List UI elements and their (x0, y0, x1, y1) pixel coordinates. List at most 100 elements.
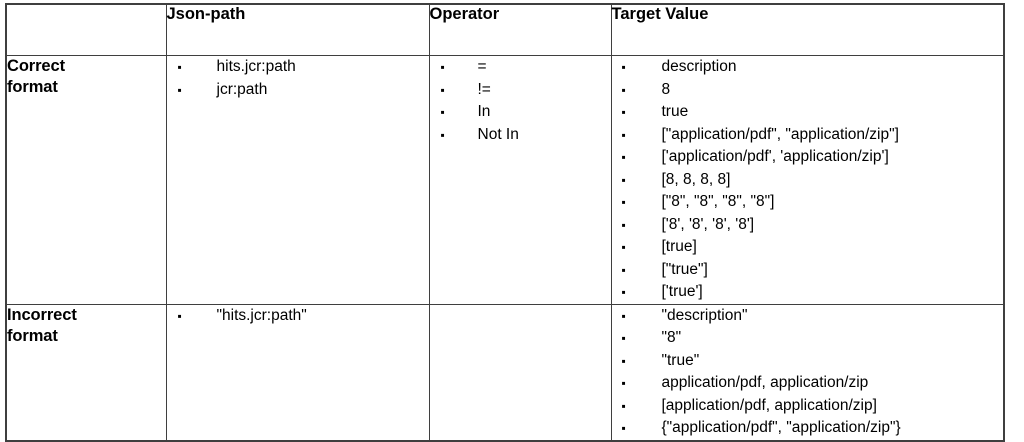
json-path-incorrect-list: ▪ "hits.jcr:path" (167, 305, 429, 328)
list-item: ▪ ['8', '8', '8', '8'] (612, 214, 1004, 237)
table-header: Json-path Operator Target Value (5, 3, 1005, 56)
list-item-label: {"application/pdf", "application/zip"} (661, 419, 901, 436)
cell-incorrect-target-value: ▪ "description" ▪ "8" ▪ "true" ▪ application… (610, 303, 1005, 441)
list-item: ▪ ["application/pdf", "application/zip"] (612, 124, 1004, 147)
square-bullet-icon: ▪ (621, 60, 626, 74)
row-label-correct-format: Correct format (5, 55, 167, 305)
target-value-correct-list: ▪ description ▪ 8 ▪ true ▪ ["application/pdf… (612, 56, 1004, 304)
list-item-label: ['8', '8', '8', '8'] (661, 215, 755, 233)
operator-correct-list: ▪ = ▪ != ▪ In ▪ Not In (430, 56, 611, 146)
list-item-label: ["application/pdf", "application/zip"] (661, 125, 899, 143)
list-item-label: 8 (661, 80, 671, 98)
list-item-label: = (477, 58, 487, 75)
square-bullet-icon: ▪ (440, 60, 445, 74)
list-item-label: hits.jcr:path (216, 58, 296, 75)
row-label-line-2: format (7, 326, 58, 345)
square-bullet-icon: ▪ (621, 240, 626, 254)
cell-correct-target-value: ▪ description ▪ 8 ▪ true ▪ ["application/pdf… (610, 55, 1005, 305)
square-bullet-icon: ▪ (440, 82, 445, 97)
format-reference-table: Json-path Operator Target Value Correct … (5, 3, 1005, 442)
square-bullet-icon: ▪ (621, 105, 626, 119)
list-item: ▪ In (430, 101, 611, 124)
row-label-line-2: format (7, 78, 58, 96)
column-header-target-value: Target Value (610, 3, 1005, 56)
square-bullet-icon: ▪ (440, 127, 445, 142)
column-header-blank (5, 3, 167, 56)
list-item: ▪ [8, 8, 8, 8] (612, 169, 1004, 192)
square-bullet-icon: ▪ (621, 353, 626, 368)
list-item-label: [8, 8, 8, 8] (661, 170, 731, 188)
format-reference-table-container: Json-path Operator Target Value Correct … (5, 3, 1005, 442)
list-item: ▪ application/pdf, application/zip (612, 372, 1004, 395)
list-item: ▪ hits.jcr:path (167, 56, 429, 79)
list-item: ▪ "description" (612, 305, 1004, 328)
list-item: ▪ = (430, 56, 611, 79)
list-item: ▪ [true] (612, 236, 1004, 259)
list-item: ▪ ["true"] (612, 259, 1004, 282)
square-bullet-icon: ▪ (621, 262, 626, 277)
list-item-label: true (661, 103, 689, 120)
list-item-label: [application/pdf, application/zip] (661, 396, 877, 414)
cell-correct-operator: ▪ = ▪ != ▪ In ▪ Not In (428, 55, 612, 305)
row-label-line-1: Correct (7, 57, 65, 75)
square-bullet-icon: ▪ (621, 82, 626, 97)
list-item-label: "8" (661, 329, 682, 346)
list-item: ▪ "true" (612, 350, 1004, 373)
list-item: ▪ 8 (612, 79, 1004, 102)
square-bullet-icon: ▪ (621, 195, 626, 209)
list-item-label: != (477, 80, 491, 98)
square-bullet-icon: ▪ (177, 308, 182, 323)
square-bullet-icon: ▪ (440, 105, 445, 119)
list-item: ▪ != (430, 79, 611, 102)
square-bullet-icon: ▪ (621, 376, 626, 390)
list-item: ▪ ['true'] (612, 281, 1004, 304)
target-value-incorrect-list: ▪ "description" ▪ "8" ▪ "true" ▪ application… (612, 305, 1004, 440)
list-item: ▪ true (612, 101, 1004, 124)
table-header-row: Json-path Operator Target Value (5, 3, 1005, 56)
list-item: ▪ "8" (612, 327, 1004, 350)
list-item: ▪ "hits.jcr:path" (167, 305, 429, 328)
list-item: ▪ jcr:path (167, 79, 429, 102)
square-bullet-icon: ▪ (621, 421, 626, 435)
square-bullet-icon: ▪ (621, 308, 626, 323)
square-bullet-icon: ▪ (177, 82, 182, 97)
list-item: ▪ [application/pdf, application/zip] (612, 395, 1004, 418)
column-header-operator: Operator (428, 3, 612, 56)
list-item: ▪ ["8", "8", "8", "8"] (612, 191, 1004, 214)
table-row: Correct format ▪ hits.jcr:path ▪ jcr:path … (5, 55, 1005, 305)
list-item-label: [true] (661, 238, 697, 255)
cell-incorrect-operator (428, 303, 612, 441)
square-bullet-icon: ▪ (177, 60, 182, 74)
list-item-label: ['true'] (661, 283, 703, 300)
square-bullet-icon: ▪ (621, 331, 626, 345)
list-item-label: In (477, 103, 491, 120)
table-row: Incorrect format ▪ "hits.jcr:path" ▪ "desc… (5, 303, 1005, 441)
list-item-label: description (661, 58, 737, 75)
list-item: ▪ {"application/pdf", "application/zip"} (612, 417, 1004, 440)
list-item: ▪ Not In (430, 124, 611, 147)
json-path-correct-list: ▪ hits.jcr:path ▪ jcr:path (167, 56, 429, 101)
cell-incorrect-json-path: ▪ "hits.jcr:path" (165, 303, 430, 441)
list-item: ▪ description (612, 56, 1004, 79)
square-bullet-icon: ▪ (621, 285, 626, 299)
square-bullet-icon: ▪ (621, 217, 626, 232)
list-item-label: ["8", "8", "8", "8"] (661, 193, 775, 210)
square-bullet-icon: ▪ (621, 172, 626, 187)
table-body: Correct format ▪ hits.jcr:path ▪ jcr:path … (5, 55, 1005, 441)
list-item-label: ['application/pdf', 'application/zip'] (661, 148, 889, 165)
square-bullet-icon: ▪ (621, 150, 626, 164)
square-bullet-icon: ▪ (621, 127, 626, 142)
list-item: ▪ ['application/pdf', 'application/zip'] (612, 146, 1004, 169)
row-label-incorrect-format: Incorrect format (5, 303, 167, 441)
square-bullet-icon: ▪ (621, 398, 626, 413)
list-item-label: jcr:path (216, 80, 268, 98)
column-header-json-path: Json-path (165, 3, 430, 56)
list-item-label: "hits.jcr:path" (216, 306, 307, 324)
list-item-label: application/pdf, application/zip (661, 374, 869, 391)
list-item-label: "description" (661, 306, 748, 324)
row-label-line-1: Incorrect (7, 305, 77, 324)
list-item-label: "true" (661, 351, 700, 369)
list-item-label: Not In (477, 125, 519, 143)
cell-correct-json-path: ▪ hits.jcr:path ▪ jcr:path (165, 55, 430, 305)
list-item-label: ["true"] (661, 260, 708, 278)
